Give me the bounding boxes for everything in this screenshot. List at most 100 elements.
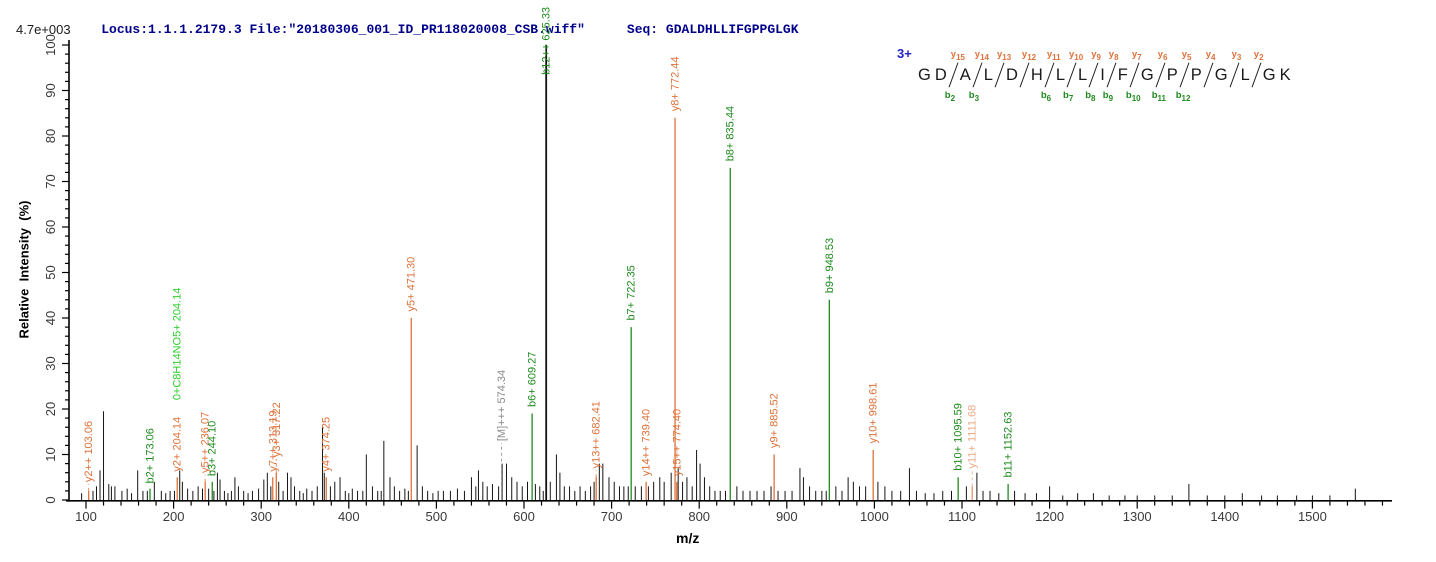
fragment-marker: y13 (994, 49, 1011, 88)
fragment-marker: y14 b3 (969, 49, 989, 103)
residue: A (959, 66, 971, 84)
b-ion-label: b3 (968, 90, 980, 103)
peak-label: 0+C8H14NO5+ 204.14 (172, 288, 184, 401)
locus-file-label: Locus:1.1.1.2179.3 File:"20180306_001_ID… (101, 22, 585, 37)
peak-label: y2+ 204.14 (172, 417, 184, 472)
b-ion-label: b11 (1151, 90, 1166, 103)
y-axis-tick-label: 50 (43, 265, 58, 279)
residue: D (1005, 66, 1018, 84)
y-ion-label: y9 (1091, 49, 1101, 62)
x-axis-tick-label: 1200 (1035, 509, 1064, 524)
cleavage-mark (1203, 62, 1214, 88)
b-ion-label: b8 (1085, 90, 1096, 103)
y-axis-tick-label: 60 (43, 220, 58, 234)
cleavage-mark (1019, 62, 1030, 88)
peak-label: b11+ 1152.63 (1003, 412, 1015, 478)
cleavage-mark (994, 62, 1005, 88)
fragment-marker: y3 (1229, 49, 1241, 88)
residue: K (1279, 66, 1291, 84)
y-ion-label: y11 (1046, 49, 1061, 62)
residue: D (934, 66, 947, 84)
y-ion-label: y3 (1231, 49, 1242, 62)
x-axis-tick-label: 1100 (948, 509, 976, 524)
peak-label: y8+ 772.44 (670, 57, 682, 112)
y-axis-tick-label: 20 (43, 402, 58, 416)
peak-label: y5+ 471.30 (406, 257, 418, 312)
y-ion-label: y14 (974, 49, 989, 62)
peak-label: y10+ 998.61 (868, 383, 880, 444)
y-ion-label: y7 (1131, 49, 1142, 62)
peak-label: b8+ 835.44 (725, 106, 737, 161)
base-peak-intensity-note: 4.7e+003 (16, 22, 71, 37)
x-axis-tick-label: 600 (513, 509, 535, 524)
fragment-marker: y15 b2 (945, 49, 965, 103)
y-axis-tick-label: 10 (43, 447, 58, 461)
peak-label: y14++ 739.40 (641, 409, 653, 476)
residue: G (918, 66, 931, 84)
peak-label: y11+ 1111.68 (967, 405, 979, 469)
b-ion-label: b10 (1125, 90, 1141, 103)
fragment-marker: y6 b11 (1152, 49, 1168, 103)
peak-label: y4+ 374.25 (321, 417, 333, 472)
y-ion-label: y5 (1181, 49, 1192, 62)
residue: L (1078, 66, 1088, 84)
peak-label: [M]+++ 574.34 (496, 370, 508, 441)
x-axis-tick-label: 400 (338, 509, 360, 524)
y-axis-tick-label: 100 (43, 34, 58, 56)
x-axis-title: m/z (676, 530, 700, 546)
cleavage-mark (972, 62, 983, 88)
b-ion-label: b7 (1063, 90, 1074, 103)
peak-label: y7++ 313.19 (267, 410, 279, 471)
peak-label: b7+ 722.35 (626, 265, 638, 320)
y-ion-label: y6 (1157, 49, 1168, 62)
peak-label: y13++ 682.41 (591, 401, 603, 468)
x-axis-tick-label: 500 (426, 509, 448, 524)
residue: G (1140, 66, 1154, 84)
y-axis-tick-label: 90 (43, 83, 58, 97)
b-ion-label: b9 (1102, 90, 1114, 103)
cleavage-mark (1179, 62, 1190, 88)
b-ion-label: b2 (944, 90, 956, 103)
y-ion-label: y10 (1069, 49, 1084, 62)
peak-label: y3+ 317.22 (271, 402, 283, 457)
residue: P (1166, 66, 1178, 84)
peak-label: y2++ 103.06 (83, 421, 95, 482)
fragment-marker: y8 b9 (1103, 49, 1119, 103)
y-axis-tick-label: 0 (43, 496, 58, 503)
cleavage-mark (1088, 62, 1099, 88)
y-ion-label: y2 (1253, 49, 1264, 62)
y-axis-tick-label: 80 (43, 129, 58, 143)
x-axis-tick-label: 1000 (860, 509, 889, 524)
fragment-marker: y2 (1251, 49, 1264, 88)
cleavage-mark (1044, 62, 1055, 88)
b-ion-label: b12 (1175, 90, 1191, 103)
y-axis-tick-label: 40 (43, 311, 58, 325)
fragment-marker: y11 b6 (1041, 49, 1061, 103)
cleavage-mark (948, 62, 959, 88)
y-axis-tick-label: 70 (43, 174, 58, 188)
residue: F (1117, 66, 1128, 84)
y-ion-label: y13 (996, 49, 1012, 62)
y-axis-tick-label: 30 (43, 356, 58, 370)
x-axis-tick-label: 1400 (1210, 509, 1239, 524)
residue: G (1262, 66, 1276, 84)
residue: L (1055, 66, 1065, 84)
peak-label: b3+ 244.10 (207, 421, 219, 476)
residue: G (1214, 66, 1228, 84)
peak-label: b6+ 609.27 (527, 352, 539, 407)
peak-label: y5++ 236.07 (200, 412, 212, 473)
peak-label: b9+ 948.53 (824, 238, 836, 293)
fragment-marker: y5 b12 (1176, 49, 1192, 103)
cleavage-mark (1106, 62, 1117, 88)
fragment-marker: y7 b10 (1126, 49, 1142, 103)
peak-label: y9+ 885.52 (769, 393, 781, 448)
x-axis-tick-label: 800 (688, 509, 710, 524)
fragment-marker: y4 (1203, 49, 1216, 88)
fragment-marker: y9 b8 (1085, 49, 1101, 103)
residue: I (1100, 66, 1105, 84)
residue: L (983, 66, 993, 84)
x-axis-tick-label: 200 (163, 509, 185, 524)
